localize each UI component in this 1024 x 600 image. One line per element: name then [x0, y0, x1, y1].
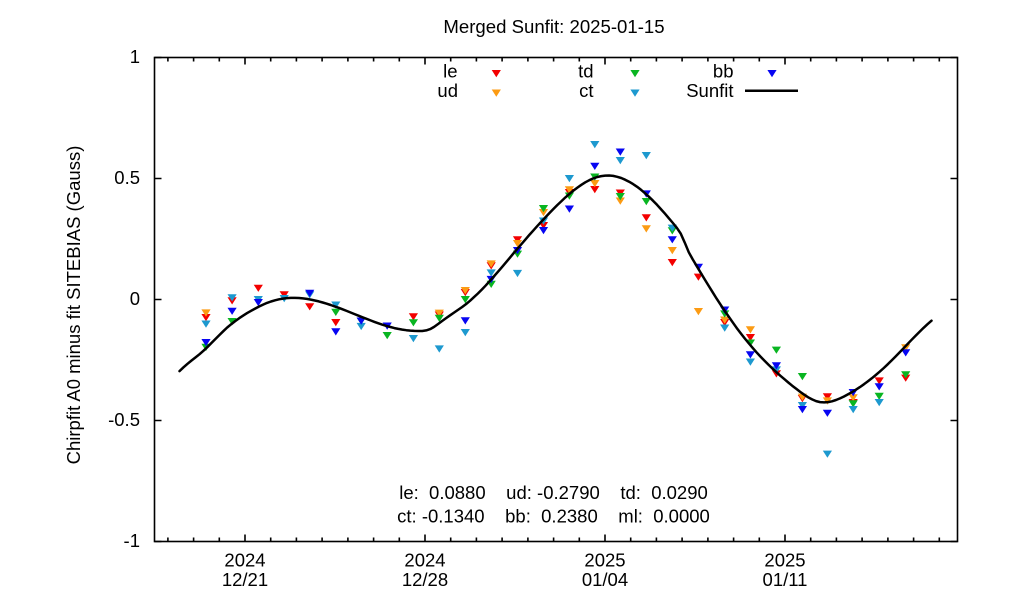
svg-text:2025: 2025 — [764, 550, 805, 571]
svg-text:2024: 2024 — [224, 550, 265, 571]
svg-text:Chirpfit A0 minus fit SITEBIAS: Chirpfit A0 minus fit SITEBIAS (Gauss) — [63, 146, 84, 465]
svg-text:le: 0.0880 ud: -0.2790: le: 0.0880 ud: -0.2790 td: 0.0290 — [399, 482, 708, 503]
svg-text:Merged Sunfit: 2025-01-15: Merged Sunfit: 2025-01-15 — [443, 16, 664, 37]
svg-text:1: 1 — [130, 46, 140, 67]
svg-text:01/11: 01/11 — [763, 569, 808, 590]
svg-text:le: le — [443, 60, 457, 81]
svg-text:ct: ct — [579, 80, 593, 101]
svg-text:ct: -0.1340 bb: 0.2380: ct: -0.1340 bb: 0.2380 ml: 0.0000 — [397, 505, 710, 526]
svg-text:-0.5: -0.5 — [108, 409, 140, 430]
svg-text:bb: bb — [713, 60, 734, 81]
svg-text:12/21: 12/21 — [222, 569, 268, 590]
svg-text:Sunfit: Sunfit — [686, 80, 733, 101]
svg-text:01/04: 01/04 — [582, 569, 628, 590]
svg-text:12/28: 12/28 — [402, 569, 448, 590]
svg-text:0: 0 — [130, 288, 140, 309]
svg-text:ud: ud — [437, 80, 458, 101]
svg-text:-1: -1 — [124, 530, 140, 551]
svg-text:td: td — [578, 60, 593, 81]
svg-text:0.5: 0.5 — [114, 167, 140, 188]
svg-text:2025: 2025 — [584, 550, 625, 571]
svg-text:2024: 2024 — [404, 550, 445, 571]
